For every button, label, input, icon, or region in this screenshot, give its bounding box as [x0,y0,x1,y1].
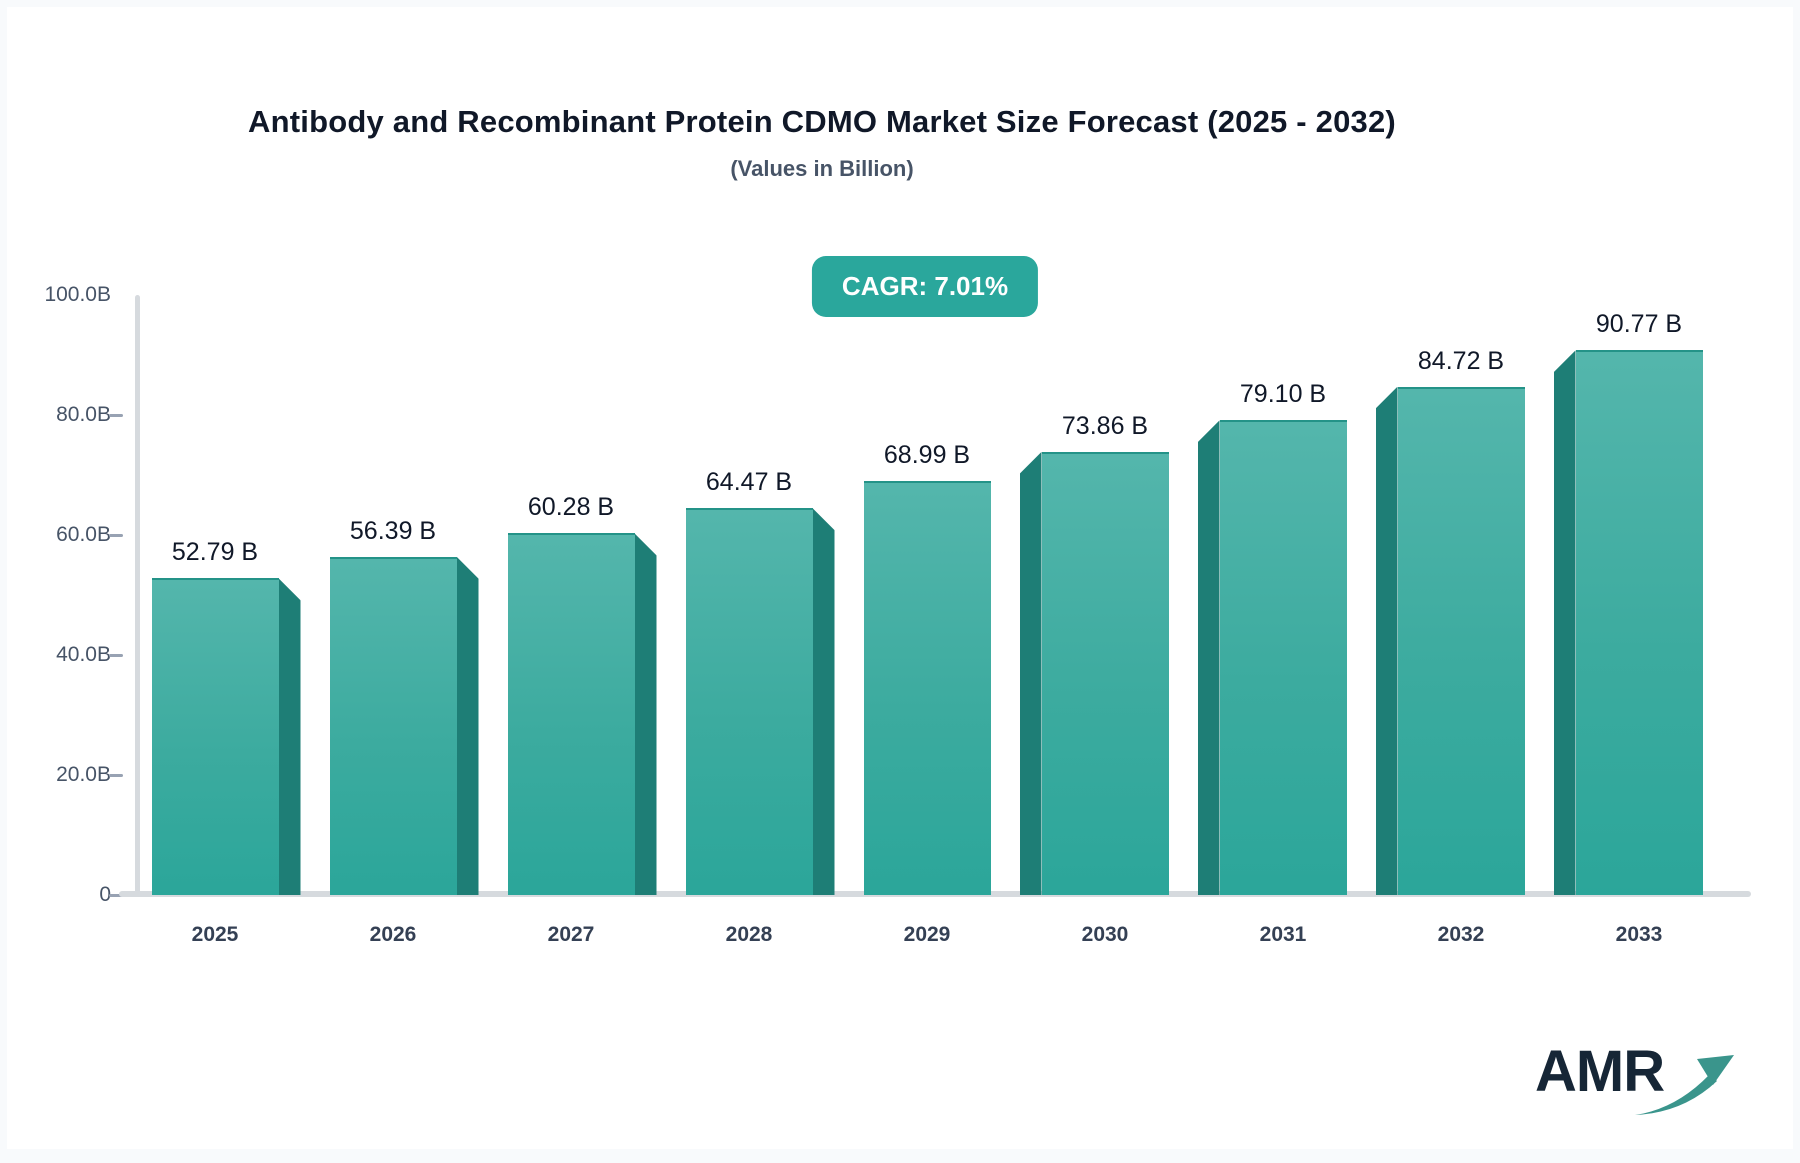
bar-2026 [329,556,457,895]
bar-value-label: 52.79 B [171,538,259,567]
bar-value-label: 73.86 B [1061,411,1149,440]
bar-2025 [151,578,279,895]
bar-3d-side [1197,420,1220,895]
chart-title: Antibody and Recombinant Protein CDMO Ma… [248,104,1396,139]
bar-2028 [685,508,813,895]
y-axis-tick [109,773,123,777]
x-axis-label: 2033 [1615,923,1663,946]
bar-value-label: 56.39 B [349,516,437,545]
bar-value-label: 64.47 B [705,468,793,497]
bar-3d-side [278,578,301,895]
y-axis-label: 40.0B [56,643,111,666]
chart-card: Antibody and Recombinant Protein CDMO Ma… [7,7,1793,1149]
bar-2027 [507,533,635,895]
amr-logo: AMR [1535,1039,1734,1123]
y-axis-tick [109,893,123,897]
y-axis-label: 60.0B [56,523,111,546]
y-axis-tick [109,533,123,537]
y-axis-line [135,295,140,895]
growth-arrow-icon [1635,1055,1734,1115]
x-axis-label: 2028 [725,923,773,946]
y-axis-tick [109,653,123,657]
bar-2033 [1575,350,1703,895]
bar-value-label: 60.28 B [527,493,615,522]
y-axis-label: 80.0B [56,403,111,426]
bar-3d-side [1019,451,1042,895]
bar-2032 [1397,386,1525,895]
x-axis-label: 2030 [1081,923,1129,946]
x-axis-label: 2027 [547,923,595,946]
bar-3d-side [812,508,835,895]
y-axis-label: 20.0B [56,763,111,786]
bar-value-label: 68.99 B [883,441,971,470]
bar-value-label: 84.72 B [1417,346,1505,375]
cagr-badge: CAGR: 7.01% [811,256,1039,317]
y-axis-label: 100.0B [44,283,111,306]
chart-subtitle: (Values in Billion) [730,156,914,181]
x-axis-label: 2025 [191,923,239,946]
bar-3d-side [1375,386,1398,895]
x-axis-label: 2026 [369,923,417,946]
bar-3d-side [1553,350,1576,895]
bar-2031 [1219,420,1347,895]
bar-3d-side [634,533,657,895]
y-axis-label: 0 [99,883,111,906]
amr-logo-text: AMR [1535,1039,1665,1104]
y-axis-tick [109,413,123,417]
bar-2029 [863,481,991,895]
bar-2030 [1041,451,1169,895]
bar-value-label: 79.10 B [1239,380,1327,409]
bar-value-label: 90.77 B [1595,310,1683,339]
x-axis-label: 2032 [1437,923,1485,946]
x-axis-label: 2031 [1259,923,1307,946]
x-axis-label: 2029 [903,923,951,946]
bar-3d-side [456,556,479,895]
bar-chart-plot-area: 100.0B 80.0B 60.0B 40.0B 20.0B 0 52.79 B 2025 56… [7,7,1800,1163]
